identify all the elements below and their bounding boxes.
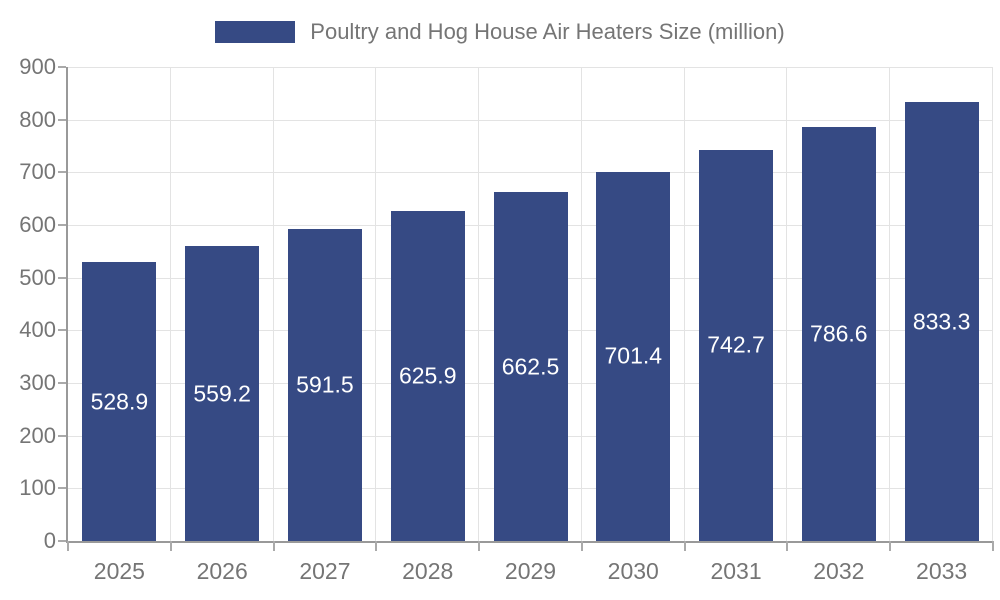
y-gridline — [68, 119, 993, 121]
bar-value-label: 701.4 — [604, 342, 663, 369]
legend-swatch — [215, 21, 296, 43]
bar — [493, 192, 568, 541]
bar-value-label: 786.6 — [810, 320, 868, 347]
bar — [185, 246, 260, 541]
x-gridline — [786, 67, 788, 541]
x-gridline — [478, 67, 480, 541]
x-tick — [786, 541, 789, 551]
y-tick — [58, 66, 66, 68]
x-axis-line — [66, 541, 993, 543]
bar-value-label: 742.7 — [707, 331, 765, 358]
plot-area: 528.9 559.2 591.5 625.9 662.5 701.4 742.7 786.6… — [68, 67, 993, 541]
y-tick-label: 500 — [19, 264, 56, 290]
y-tick — [58, 434, 66, 437]
y-tick-label: 900 — [19, 54, 56, 79]
y-axis-line — [66, 67, 68, 543]
bar — [904, 102, 979, 541]
x-tick-label: 2031 — [710, 558, 762, 584]
y-tick-label: 700 — [19, 159, 56, 185]
y-tick-label: 200 — [19, 422, 56, 448]
y-tick-label: 400 — [19, 317, 56, 343]
bar-value-label: 528.9 — [90, 388, 149, 415]
x-tick-label: 2029 — [504, 558, 557, 584]
x-tick-label: 2025 — [93, 558, 145, 584]
y-tick — [58, 276, 66, 279]
x-tick-label: 2030 — [607, 558, 659, 584]
y-tick — [58, 171, 66, 174]
y-tick-label: 100 — [19, 475, 56, 501]
bar-value-label: 625.9 — [398, 362, 457, 389]
bar — [390, 211, 465, 541]
y-tick — [58, 118, 66, 121]
x-tick — [375, 541, 378, 551]
y-gridline — [68, 172, 993, 174]
y-tick — [58, 329, 66, 332]
x-tick — [478, 541, 481, 551]
legend: Poultry and Hog House Air Heaters Size (… — [0, 20, 1000, 44]
x-tick — [67, 541, 69, 551]
x-tick — [992, 541, 994, 551]
bar — [801, 126, 876, 541]
bar-value-label: 833.3 — [912, 308, 971, 335]
y-tick-label: 600 — [19, 212, 56, 237]
bar — [287, 229, 362, 541]
x-tick — [889, 541, 892, 551]
bar-value-label: 662.5 — [501, 353, 560, 380]
legend-title: Poultry and Hog House Air Heaters Size (… — [310, 19, 785, 44]
x-tick-label: 2026 — [196, 558, 248, 584]
bar — [82, 262, 157, 541]
x-tick — [169, 541, 172, 551]
y-tick-label: 0 — [43, 528, 56, 553]
x-gridline — [169, 67, 171, 541]
x-gridline — [889, 67, 891, 541]
x-tick — [683, 541, 686, 551]
y-tick — [58, 224, 66, 226]
bar — [699, 149, 774, 541]
x-tick-label: 2033 — [916, 558, 968, 584]
x-gridline — [580, 67, 582, 541]
y-tick-label: 800 — [19, 106, 56, 132]
x-tick-label: 2027 — [299, 558, 351, 584]
y-tick-label: 300 — [19, 370, 56, 395]
x-tick-label: 2032 — [813, 558, 865, 584]
y-gridline — [68, 67, 993, 68]
bar-value-label: 591.5 — [296, 371, 354, 398]
y-tick — [58, 382, 66, 384]
x-tick — [580, 541, 583, 551]
x-tick-label: 2028 — [402, 558, 454, 584]
x-gridline — [683, 67, 685, 541]
bar-value-label: 559.2 — [193, 380, 251, 407]
x-gridline — [272, 67, 274, 541]
x-gridline — [375, 67, 377, 541]
x-tick — [272, 541, 275, 551]
bar — [596, 171, 671, 541]
y-tick — [58, 487, 66, 490]
x-gridline — [992, 67, 993, 541]
y-tick — [58, 540, 66, 542]
